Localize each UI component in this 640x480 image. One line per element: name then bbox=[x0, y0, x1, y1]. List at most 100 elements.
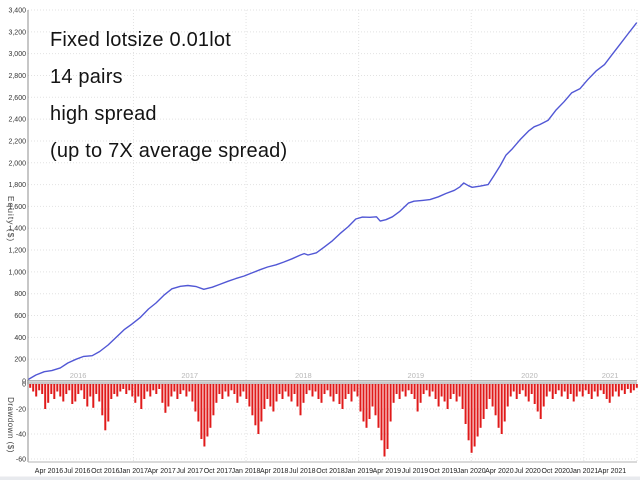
drawdown-bar bbox=[527, 384, 530, 402]
x-tick-label: Oct 2020 bbox=[541, 468, 570, 475]
drawdown-bar bbox=[356, 384, 359, 397]
drawdown-bar bbox=[473, 384, 476, 447]
drawdown-bar bbox=[521, 384, 524, 391]
drawdown-bar bbox=[53, 384, 56, 399]
x-tick-label: Jul 2017 bbox=[177, 468, 204, 475]
drawdown-bar bbox=[512, 384, 515, 392]
drawdown-bar bbox=[35, 384, 38, 397]
x-tick-label: Oct 2019 bbox=[429, 468, 458, 475]
drawdown-bar bbox=[116, 384, 119, 397]
drawdown-bar bbox=[569, 384, 572, 394]
drawdown-bar bbox=[635, 384, 638, 388]
drawdown-bar bbox=[74, 384, 77, 402]
drawdown-bar bbox=[434, 384, 437, 399]
drawdown-bar bbox=[245, 384, 248, 399]
drawdown-bar bbox=[230, 384, 233, 391]
drawdown-bar bbox=[353, 384, 356, 392]
drawdown-bar bbox=[620, 384, 623, 391]
drawdown-bar bbox=[68, 384, 71, 391]
drawdown-bar bbox=[344, 384, 347, 399]
drawdown-bar bbox=[458, 384, 461, 397]
drawdown-bar bbox=[317, 384, 320, 399]
drawdown-ytick-label: -60 bbox=[16, 457, 26, 464]
drawdown-bar bbox=[323, 384, 326, 394]
drawdown-bar bbox=[218, 384, 221, 394]
drawdown-bar bbox=[113, 384, 116, 394]
drawdown-bar bbox=[155, 384, 158, 394]
drawdown-bar bbox=[29, 384, 32, 388]
drawdown-bar bbox=[137, 384, 140, 397]
drawdown-ytick-label: 0 bbox=[22, 382, 26, 389]
drawdown-bar bbox=[554, 384, 557, 394]
drawdown-bar bbox=[611, 384, 614, 397]
equity-ytick-label: 2,400 bbox=[8, 117, 26, 124]
drawdown-bar bbox=[506, 384, 509, 407]
drawdown-bar bbox=[503, 384, 506, 422]
drawdown-bar bbox=[602, 384, 605, 394]
drawdown-bar bbox=[518, 384, 521, 394]
drawdown-bar bbox=[122, 384, 125, 389]
drawdown-bar bbox=[269, 384, 272, 407]
equity-ytick-label: 1,400 bbox=[8, 226, 26, 233]
drawdown-bar bbox=[59, 384, 62, 397]
drawdown-bar bbox=[188, 384, 191, 392]
drawdown-bar bbox=[77, 384, 80, 394]
drawdown-bar bbox=[302, 384, 305, 403]
x-tick-label: Jul 2018 bbox=[289, 468, 316, 475]
drawdown-bar bbox=[515, 384, 518, 399]
drawdown-bar bbox=[437, 384, 440, 407]
drawdown-bar bbox=[161, 384, 164, 403]
drawdown-bar bbox=[365, 384, 368, 428]
drawdown-bar bbox=[47, 384, 50, 403]
drawdown-bar bbox=[617, 384, 620, 397]
drawdown-bar bbox=[509, 384, 512, 397]
drawdown-bar bbox=[608, 384, 611, 403]
drawdown-bar bbox=[449, 384, 452, 399]
drawdown-bar bbox=[335, 384, 338, 394]
drawdown-bar bbox=[497, 384, 500, 428]
drawdown-bar bbox=[599, 384, 602, 391]
drawdown-bar bbox=[425, 384, 428, 391]
drawdown-bar bbox=[239, 384, 242, 397]
drawdown-bar bbox=[440, 384, 443, 397]
drawdown-bar bbox=[173, 384, 176, 392]
drawdown-bar bbox=[182, 384, 185, 391]
drawdown-bar bbox=[431, 384, 434, 392]
equity-line bbox=[27, 22, 638, 381]
x-tick-label: Jan 2021 bbox=[569, 468, 598, 475]
drawdown-bar bbox=[251, 384, 254, 416]
drawdown-bar bbox=[398, 384, 401, 399]
equity-axis-title: Equity ($) bbox=[6, 196, 16, 242]
drawdown-bar bbox=[614, 384, 617, 392]
drawdown-bar bbox=[80, 384, 83, 391]
drawdown-bar bbox=[89, 384, 92, 397]
drawdown-bar bbox=[203, 384, 206, 447]
drawdown-bar bbox=[248, 384, 251, 407]
drawdown-bar bbox=[629, 384, 632, 393]
x-tick-label: Oct 2016 bbox=[91, 468, 120, 475]
drawdown-bar bbox=[455, 384, 458, 402]
drawdown-bar bbox=[416, 384, 419, 412]
drawdown-bar bbox=[572, 384, 575, 402]
drawdown-bar bbox=[191, 384, 194, 402]
x-tick-label: Apr 2021 bbox=[598, 468, 627, 475]
equity-ytick-label: 2,600 bbox=[8, 95, 26, 102]
drawdown-bar bbox=[311, 384, 314, 397]
drawdown-bar bbox=[266, 384, 269, 399]
drawdown-bar bbox=[485, 384, 488, 409]
drawdown-bar bbox=[557, 384, 560, 391]
drawdown-bar bbox=[338, 384, 341, 404]
drawdown-bar bbox=[488, 384, 491, 399]
drawdown-bar bbox=[410, 384, 413, 394]
drawdown-bar bbox=[404, 384, 407, 397]
drawdown-bar bbox=[392, 384, 395, 403]
drawdown-bar bbox=[575, 384, 578, 397]
drawdown-bar bbox=[542, 384, 545, 407]
x-tick-label: Apr 2019 bbox=[373, 468, 402, 475]
drawdown-bar bbox=[593, 384, 596, 392]
bottom-strip bbox=[0, 476, 640, 480]
drawdown-bar bbox=[167, 384, 170, 407]
drawdown-bar bbox=[350, 384, 353, 402]
drawdown-bar bbox=[305, 384, 308, 394]
